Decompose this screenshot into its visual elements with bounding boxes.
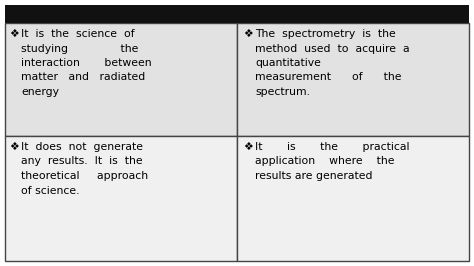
- Text: ❖: ❖: [9, 142, 19, 152]
- Text: interaction       between: interaction between: [21, 58, 152, 68]
- Text: It  does  not  generate: It does not generate: [21, 142, 143, 152]
- Text: results are generated: results are generated: [255, 171, 373, 181]
- Text: any  results.  It  is  the: any results. It is the: [21, 156, 143, 167]
- Bar: [5, 136, 237, 261]
- Text: measurement      of      the: measurement of the: [255, 73, 401, 82]
- Text: The  spectrometry  is  the: The spectrometry is the: [255, 29, 396, 39]
- Text: of science.: of science.: [21, 185, 80, 196]
- Text: ❖: ❖: [9, 29, 19, 39]
- Text: ❖: ❖: [243, 142, 253, 152]
- Text: theoretical     approach: theoretical approach: [21, 171, 148, 181]
- Text: matter   and   radiated: matter and radiated: [21, 73, 145, 82]
- Text: It  is  the  science  of: It is the science of: [21, 29, 135, 39]
- Bar: [5, 5, 469, 23]
- Bar: [5, 23, 237, 136]
- Text: studying               the: studying the: [21, 44, 138, 53]
- Text: quantitative: quantitative: [255, 58, 321, 68]
- Bar: [237, 23, 469, 136]
- Text: spectrum.: spectrum.: [255, 87, 310, 97]
- Text: ❖: ❖: [243, 29, 253, 39]
- Text: energy: energy: [21, 87, 59, 97]
- Text: application    where    the: application where the: [255, 156, 394, 167]
- Text: It       is       the       practical: It is the practical: [255, 142, 410, 152]
- Bar: [237, 136, 469, 261]
- Text: method  used  to  acquire  a: method used to acquire a: [255, 44, 410, 53]
